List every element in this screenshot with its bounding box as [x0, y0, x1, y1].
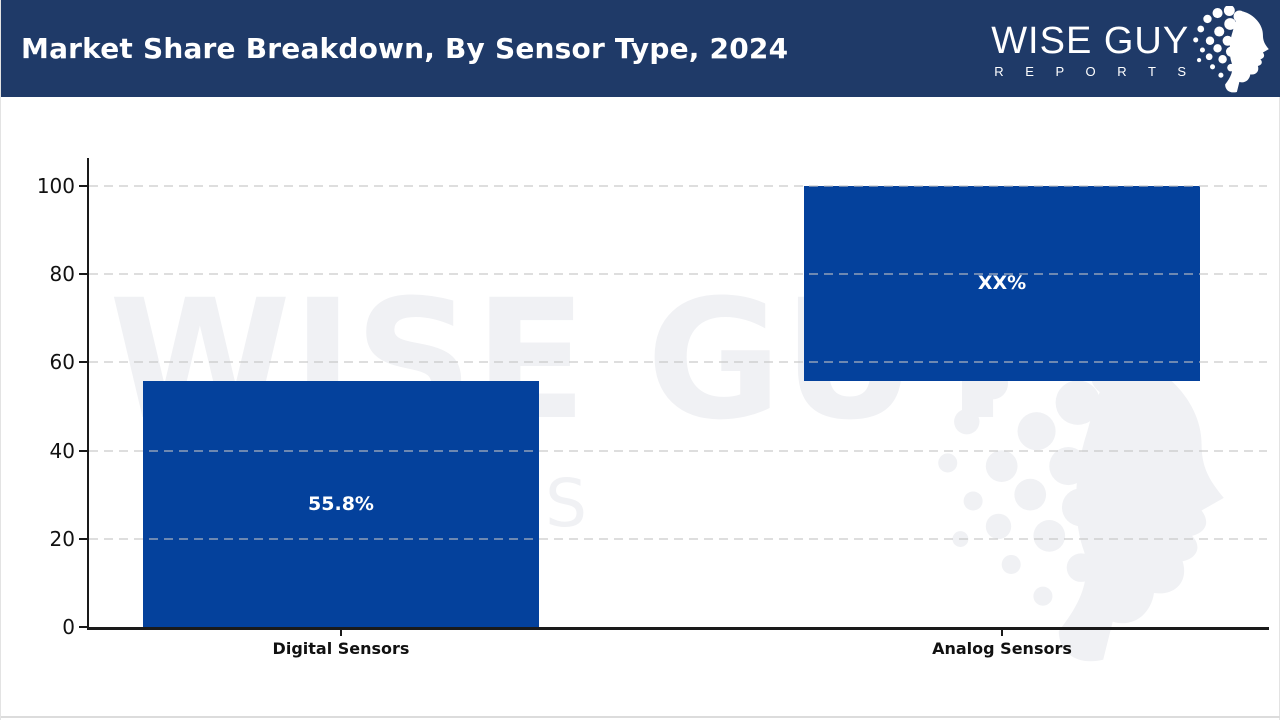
y-tick-label: 100 [36, 174, 75, 198]
y-tick-label: 0 [62, 615, 75, 639]
y-tick-mark [79, 537, 87, 540]
gridline-100 [89, 185, 1267, 187]
logo-subtitle: R E P O R T S [994, 63, 1195, 79]
y-tick-mark [79, 626, 87, 628]
bar-value-label: XX% [977, 272, 1027, 295]
x-tick-mark [340, 630, 342, 636]
y-tick-label: 80 [49, 262, 75, 287]
y-tick-label: 60 [49, 350, 75, 375]
gridline-40 [89, 449, 1267, 452]
x-tick-mark [1001, 630, 1003, 636]
logo-name: WISE GUY [991, 20, 1190, 63]
wise-guy-reports-logo: WISE GUY R E P O R T S [991, 6, 1273, 94]
header-bar: Market Share Breakdown, By Sensor Type, … [1, 0, 1280, 97]
gridline-80 [89, 273, 1267, 276]
gridline-20 [89, 537, 1267, 540]
y-tick-label: 40 [49, 438, 75, 463]
y-tick-mark [79, 449, 87, 452]
dotted-head-icon [1189, 6, 1273, 94]
y-tick-label: 20 [49, 526, 75, 551]
gridline-60 [89, 361, 1267, 364]
x-category-label: Analog Sensors [932, 639, 1072, 658]
bar-value-label: 55.8% [308, 492, 374, 515]
y-tick-mark [79, 361, 87, 364]
x-axis-line [87, 627, 1269, 630]
page-title: Market Share Breakdown, By Sensor Type, … [21, 32, 789, 65]
bottom-divider [1, 716, 1280, 718]
bar-analog-sensors [804, 186, 1200, 381]
bar-digital-sensors [143, 380, 539, 627]
x-category-label: Digital Sensors [272, 639, 410, 658]
y-axis-line [87, 158, 89, 629]
y-tick-mark [79, 185, 87, 187]
y-tick-mark [79, 273, 87, 276]
logo-text: WISE GUY R E P O R T S [991, 20, 1195, 79]
